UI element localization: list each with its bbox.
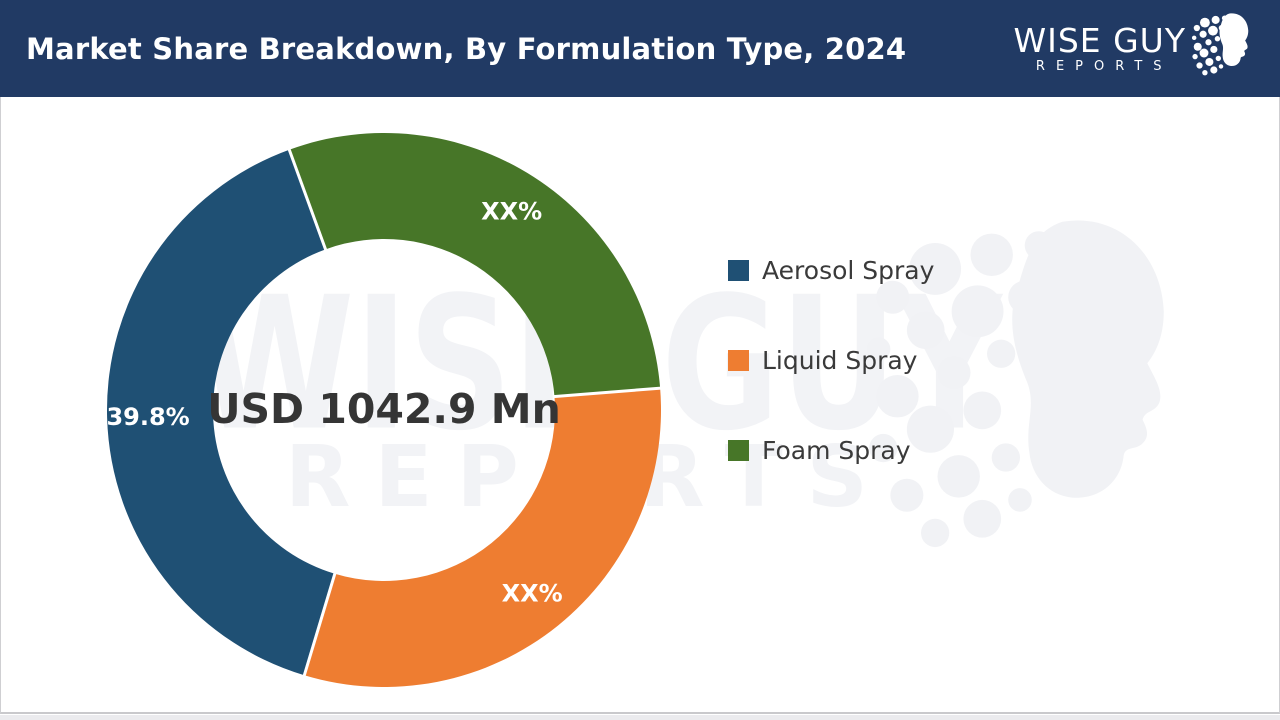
wiseguy-logo: WISE GUY REPORTS	[1013, 11, 1254, 87]
legend-swatch-liquid-spray	[728, 350, 749, 371]
legend-label-foam-spray: Foam Spray	[762, 436, 911, 465]
legend-item-foam-spray: Foam Spray	[728, 435, 934, 466]
legend-swatch-aerosol-spray	[728, 260, 749, 281]
legend-label-liquid-spray: Liquid Spray	[762, 346, 918, 375]
page-title: Market Share Breakdown, By Formulation T…	[26, 31, 907, 66]
watermark-face	[855, 203, 1185, 613]
legend-swatch-foam-spray	[728, 440, 749, 461]
wiseguy-logo-reports: REPORTS	[1035, 59, 1173, 74]
wiseguy-logo-text: WISE GUY REPORTS	[1013, 24, 1186, 73]
wiseguy-logo-name: WISE GUY	[1013, 21, 1186, 60]
legend-item-liquid-spray: Liquid Spray	[728, 345, 934, 376]
face-profile	[1219, 12, 1249, 66]
donut-center-value: USD 1042.9 Mn	[207, 385, 561, 433]
chart-legend: Aerosol Spray Liquid Spray Foam Spray	[728, 255, 934, 466]
wiseguy-face-icon	[1188, 11, 1254, 87]
header-bar: Market Share Breakdown, By Formulation T…	[0, 0, 1280, 97]
legend-label-aerosol-spray: Aerosol Spray	[762, 256, 935, 285]
footer-strip	[0, 715, 1280, 720]
legend-item-aerosol-spray: Aerosol Spray	[728, 255, 934, 286]
